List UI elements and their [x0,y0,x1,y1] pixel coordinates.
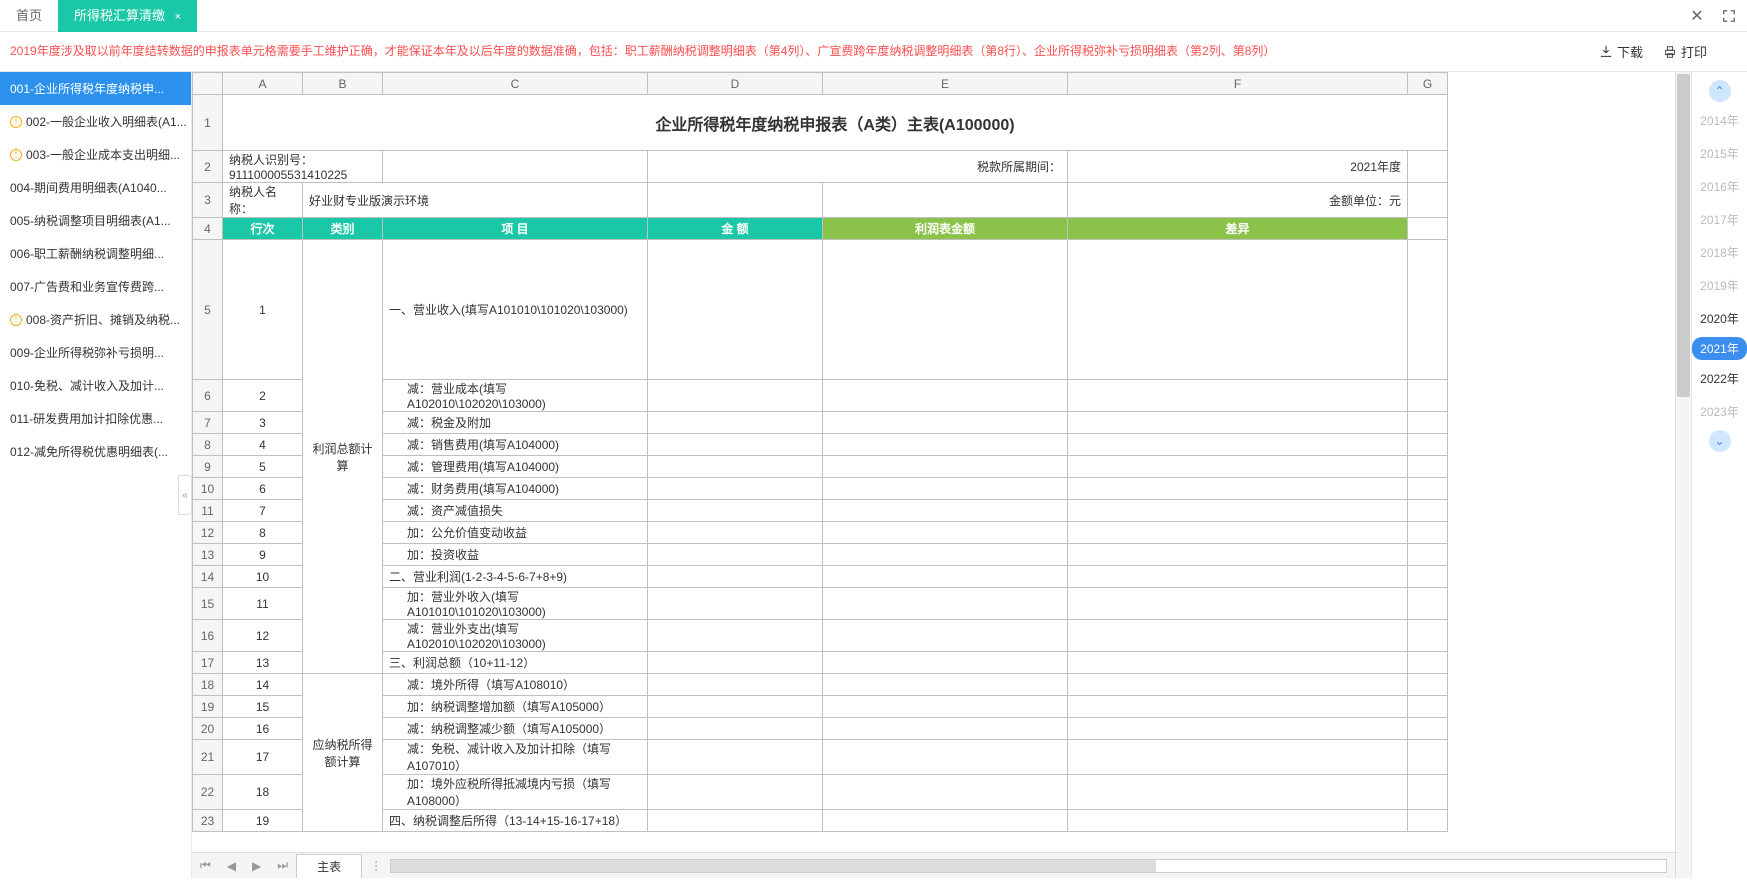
sheet-nav-prev-icon[interactable]: ◀ [219,859,244,873]
vertical-scrollbar[interactable] [1675,72,1691,878]
warning-text: 2019年度涉及取以前年度结转数据的申报表单元格需要手工维护正确，才能保证本年及… [10,42,1599,61]
close-icon[interactable]: ✕ [1687,6,1707,26]
download-button[interactable]: 下载 [1599,42,1643,61]
sheet-split-handle[interactable]: ⋮ [370,859,382,873]
sidebar: 001-企业所得税年度纳税申...! 002-一般企业收入明细表(A1...! 00… [0,72,192,878]
sidebar-item-label: 006-职工薪酬纳税调整明细... [10,245,164,262]
horizontal-scrollbar[interactable] [390,859,1667,873]
sidebar-item-label: 002-一般企业收入明细表(A1... [26,113,187,130]
year-up-icon[interactable]: ⌃ [1709,80,1731,102]
year-item[interactable]: 2022年 [1700,364,1739,393]
spreadsheet[interactable]: ABCDEFG1企业所得税年度纳税申报表（A类）主表(A100000)2纳税人识… [192,72,1448,832]
sidebar-item[interactable]: ! 008-资产折旧、摊销及纳税... [0,303,191,336]
year-item[interactable]: 2016年 [1700,172,1739,201]
tab-home[interactable]: 首页 [0,0,58,32]
sidebar-item-label: 003-一般企业成本支出明细... [26,146,180,163]
sidebar-item[interactable]: 006-职工薪酬纳税调整明细... [0,237,191,270]
warn-icon: ! [10,314,22,326]
sheet-area: ABCDEFG1企业所得税年度纳税申报表（A类）主表(A100000)2纳税人识… [192,72,1675,878]
year-item[interactable]: 2023年 [1700,397,1739,426]
tabs-bar: 首页 所得税汇算清缴 × ✕ [0,0,1747,32]
tab-active-label: 所得税汇算清缴 [74,8,165,23]
sheet-tab[interactable]: 主表 [296,854,362,878]
sheet-nav-first-icon[interactable]: ⏮ [192,858,219,873]
tab-active[interactable]: 所得税汇算清缴 × [58,0,197,32]
sidebar-item[interactable]: 005-纳税调整项目明细表(A1... [0,204,191,237]
sheet-nav-next-icon[interactable]: ▶ [244,859,269,873]
year-rail: ⌃ 2014年 2015年 2016年 2017年 2018年 2019年 2020年 2021… [1691,72,1747,878]
year-item[interactable]: 2014年 [1700,106,1739,135]
year-item[interactable]: 2019年 [1700,271,1739,300]
sidebar-item-label: 008-资产折旧、摊销及纳税... [26,311,180,328]
year-item[interactable]: 2020年 [1700,304,1739,333]
year-down-icon[interactable]: ⌄ [1709,430,1731,452]
year-item[interactable]: 2018年 [1700,238,1739,267]
sidebar-item-label: 004-期间费用明细表(A1040... [10,179,167,196]
sidebar-item-label: 009-企业所得税弥补亏损明... [10,344,164,361]
sidebar-item[interactable]: 012-减免所得税优惠明细表(... [0,435,191,468]
info-bar: 2019年度涉及取以前年度结转数据的申报表单元格需要手工维护正确，才能保证本年及… [0,32,1747,72]
year-item[interactable]: 2021年 [1692,337,1747,360]
fullscreen-icon[interactable] [1719,6,1739,26]
download-icon [1599,45,1613,59]
sheet-tabs: ⏮ ◀ ▶ ⏭ 主表 ⋮ [192,852,1675,878]
sidebar-item-label: 011-研发费用加计扣除优惠... [10,410,163,427]
sidebar-item[interactable]: 010-免税、减计收入及加计... [0,369,191,402]
sidebar-item-label: 005-纳税调整项目明细表(A1... [10,212,171,229]
tab-close-icon[interactable]: × [175,11,181,23]
print-icon [1663,45,1677,59]
year-item[interactable]: 2017年 [1700,205,1739,234]
sidebar-item[interactable]: 007-广告费和业务宣传费跨... [0,270,191,303]
sidebar-item-label: 010-免税、减计收入及加计... [10,377,164,394]
print-label: 打印 [1681,42,1707,61]
year-item[interactable]: 2015年 [1700,139,1739,168]
sidebar-item-label: 001-企业所得税年度纳税申... [10,80,164,97]
warn-icon: ! [10,116,22,128]
sidebar-item-label: 007-广告费和业务宣传费跨... [10,278,164,295]
sidebar-item[interactable]: ! 003-一般企业成本支出明细... [0,138,191,171]
warn-icon: ! [10,149,22,161]
sidebar-item[interactable]: ! 002-一般企业收入明细表(A1... [0,105,191,138]
sidebar-item[interactable]: 009-企业所得税弥补亏损明... [0,336,191,369]
sidebar-item[interactable]: 004-期间费用明细表(A1040... [0,171,191,204]
download-label: 下载 [1617,42,1643,61]
sidebar-item[interactable]: 011-研发费用加计扣除优惠... [0,402,191,435]
print-button[interactable]: 打印 [1663,42,1707,61]
sidebar-collapse-handle[interactable]: « [178,475,192,515]
sheet-nav-last-icon[interactable]: ⏭ [269,858,296,873]
sidebar-item[interactable]: 001-企业所得税年度纳税申... [0,72,191,105]
sidebar-item-label: 012-减免所得税优惠明细表(... [10,443,168,460]
